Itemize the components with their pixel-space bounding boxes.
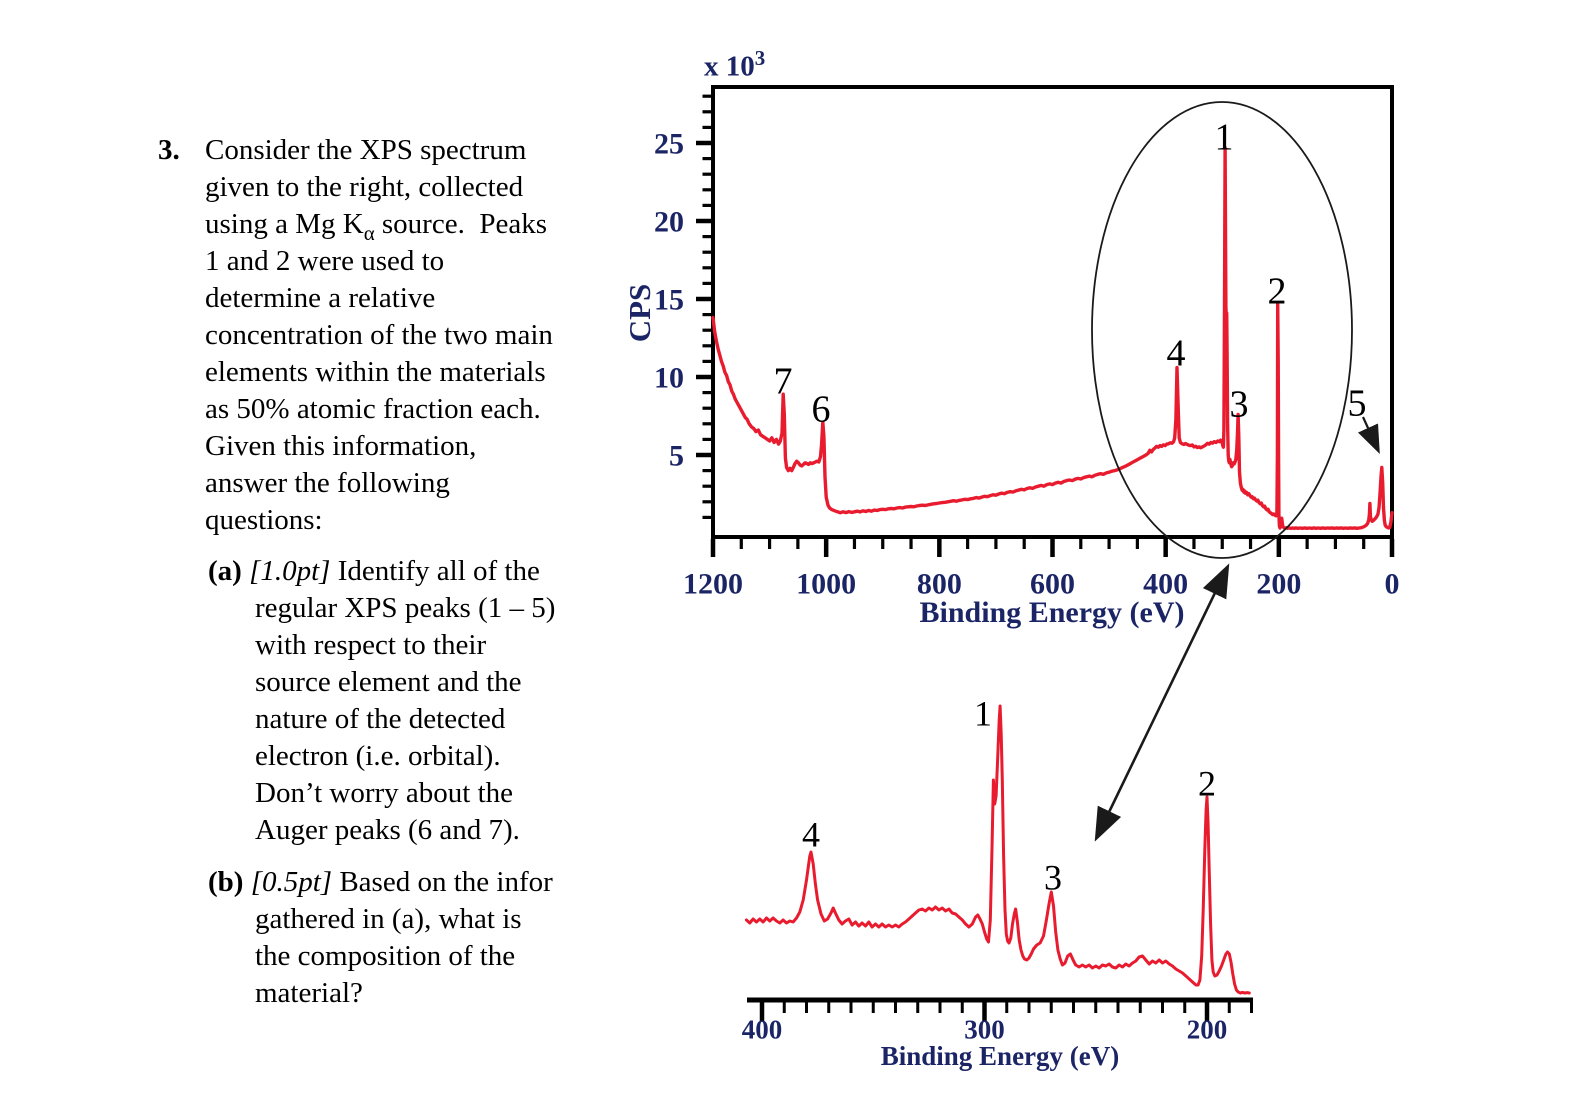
part-b-first-line: (b) [0.5pt] Based on the infor: [208, 864, 553, 901]
peak-label-1: 1: [974, 694, 992, 734]
problem-line: elements within the materials: [205, 356, 546, 388]
detail-x-axis-title: Binding Energy (eV): [880, 1041, 1120, 1071]
peak-label-2: 2: [1268, 270, 1287, 312]
x-tick-label: 1000: [796, 568, 856, 601]
x-tick-label: 300: [964, 1014, 1005, 1044]
part-a-line: Don’t worry about the: [255, 777, 513, 809]
spectrum-curve: [744, 704, 1251, 995]
question-part-a: (a) [1.0pt] Identify all of the regular …: [208, 553, 555, 849]
x-tick-label: 400: [1143, 568, 1188, 601]
part-a-line: regular XPS peaks (1 – 5): [255, 592, 556, 624]
peak-label-5: 5: [1348, 382, 1367, 424]
problem-line-source: using a Mg Kα source. Peaks: [205, 206, 553, 243]
peak-label-3: 3: [1044, 858, 1062, 898]
part-b-line: the composition of the: [255, 940, 516, 972]
problem-line: 1 and 2 were used to: [205, 245, 445, 277]
peak-label-2: 2: [1198, 764, 1216, 804]
part-a-points: [1.0pt]: [249, 555, 331, 587]
part-a-line: electron (i.e. orbital).: [255, 740, 501, 772]
zoom-link-arrow: [1094, 563, 1230, 842]
peak-label-3: 3: [1230, 383, 1249, 425]
y-tick-label: 10: [654, 362, 684, 395]
problem-line: given to the right, collected: [205, 171, 524, 203]
part-b-points: [0.5pt]: [250, 866, 333, 898]
part-b-line: gathered in (a), what is: [255, 903, 522, 935]
multiplier-exponent: 3: [754, 46, 766, 70]
x-tick-label: 1200: [683, 568, 743, 601]
part-b-line: material?: [255, 977, 363, 1009]
question-part-b: (b) [0.5pt] Based on the infor gathered …: [208, 864, 553, 1012]
y-tick-label: 15: [654, 284, 684, 317]
problem-line: questions:: [205, 504, 323, 536]
part-a-text: Identify all of the: [337, 555, 540, 587]
problem-line: Consider the XPS spectrum: [205, 134, 527, 166]
problem-line: Given this information,: [205, 430, 477, 462]
x-tick-label: 800: [917, 568, 962, 601]
part-a-line: nature of the detected: [255, 703, 506, 735]
multiplier-base: x 10: [704, 50, 755, 83]
peak-label-4: 4: [1167, 332, 1186, 374]
figure-annotations: [1091, 101, 1380, 842]
detail-spectrum-chart: 200 300 400 4 1 3 2: [742, 694, 1253, 1044]
part-b-text: Based on the infor: [339, 866, 553, 898]
y-tick-label: 20: [654, 206, 684, 239]
source-text-pre: using a Mg K: [205, 208, 364, 240]
problem-line: as 50% atomic fraction each.: [205, 393, 541, 425]
y-tick-label: 25: [654, 128, 684, 161]
problem-line: concentration of the two main: [205, 319, 553, 351]
problem-number: 3.: [158, 134, 180, 166]
problem-line: answer the following: [205, 467, 450, 499]
part-a-first-line: (a) [1.0pt] Identify all of the: [208, 553, 555, 590]
problem-line: determine a relative: [205, 282, 436, 314]
part-b-label: (b): [208, 866, 244, 898]
part-a-label: (a): [208, 555, 242, 587]
x-tick-label: 200: [1187, 1014, 1228, 1044]
peak-label-1: 1: [1215, 116, 1234, 158]
peak5-pointer-arrow: [1357, 416, 1380, 455]
part-a-line: Auger peaks (6 and 7).: [255, 814, 520, 846]
survey-y-multiplier: x 103: [704, 46, 765, 84]
part-a-line: with respect to their: [255, 629, 487, 661]
peak-label-6: 6: [812, 388, 831, 430]
peak-label-4: 4: [802, 815, 820, 855]
spectrum-curve: [711, 145, 1394, 530]
part-a-line: source element and the: [255, 666, 522, 698]
x-tick-label: 200: [1256, 568, 1301, 601]
alpha-subscript: α: [363, 220, 375, 245]
plot-frame: [711, 85, 1394, 539]
y-tick-label: 5: [669, 440, 684, 473]
source-text-post: source. Peaks: [374, 208, 547, 240]
highlight-ellipse: [1091, 101, 1353, 559]
survey-spectrum-chart: 0 200 400 600 800 1000 1200 5 10 15 20 25 1 2 3 4 5 67: [654, 85, 1400, 601]
x-tick-label: 0: [1385, 568, 1400, 601]
peak-label-7: 7: [774, 360, 793, 402]
x-tick-label: 400: [742, 1014, 783, 1044]
x-tick-label: 600: [1030, 568, 1075, 601]
problem-statement: 3. Consider the XPS spectrum given to th…: [158, 132, 553, 539]
